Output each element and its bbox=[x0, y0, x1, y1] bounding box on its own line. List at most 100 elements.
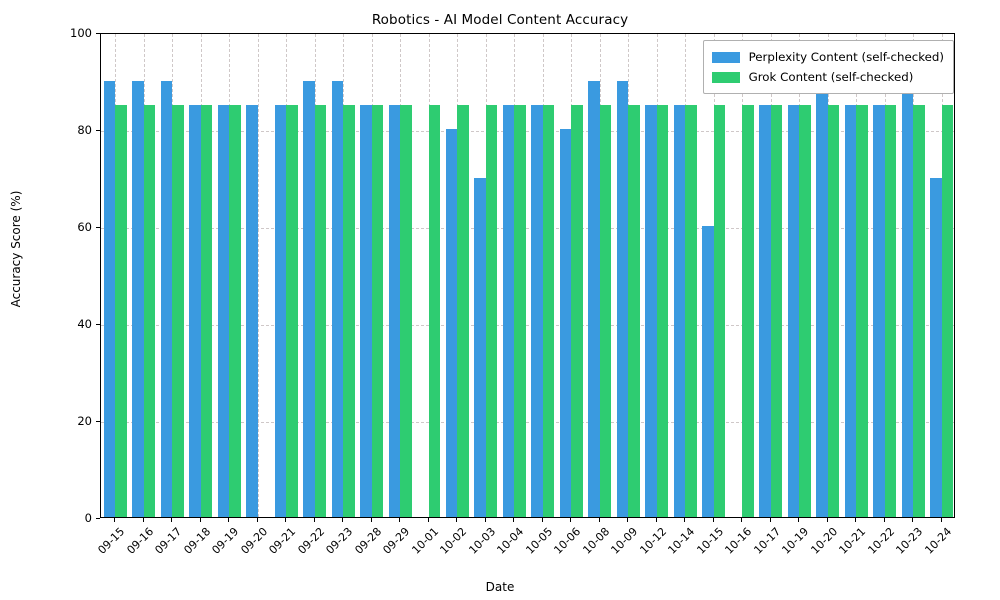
gridline-vertical bbox=[257, 34, 259, 517]
x-tick-mark bbox=[940, 518, 942, 522]
bar bbox=[531, 104, 543, 517]
y-tick-label: 60 bbox=[77, 220, 92, 234]
x-tick-mark bbox=[826, 518, 828, 522]
y-tick-mark bbox=[96, 518, 100, 519]
bar bbox=[172, 104, 184, 517]
bar bbox=[787, 104, 800, 517]
y-tick-mark bbox=[96, 130, 100, 131]
bar bbox=[799, 104, 811, 517]
bar bbox=[360, 104, 372, 517]
plot-area bbox=[100, 33, 955, 518]
bar bbox=[713, 104, 726, 517]
bar bbox=[286, 104, 298, 517]
x-tick-mark bbox=[342, 518, 344, 522]
bar bbox=[428, 104, 441, 517]
bar bbox=[115, 104, 127, 517]
x-tick-mark bbox=[313, 518, 315, 522]
bar bbox=[343, 104, 355, 517]
x-tick-mark bbox=[798, 518, 800, 522]
x-tick-mark bbox=[741, 518, 743, 522]
x-tick-mark bbox=[171, 518, 173, 522]
bar bbox=[844, 104, 857, 517]
legend-item[interactable]: Perplexity Content (self-checked) bbox=[711, 47, 944, 67]
y-axis-label: Accuracy Score (%) bbox=[9, 190, 23, 308]
y-tick-mark bbox=[96, 227, 100, 228]
bar bbox=[873, 104, 885, 517]
x-tick-mark bbox=[199, 518, 201, 522]
x-tick-mark bbox=[655, 518, 657, 522]
chart-legend[interactable]: Perplexity Content (self-checked) Grok Co… bbox=[702, 40, 954, 94]
legend-label: Grok Content (self-checked) bbox=[748, 70, 914, 84]
bar bbox=[645, 104, 657, 517]
bar bbox=[759, 104, 771, 517]
gridline-horizontal bbox=[101, 131, 954, 132]
bar bbox=[884, 104, 897, 517]
bar bbox=[930, 177, 942, 517]
legend-item[interactable]: Grok Content (self-checked) bbox=[711, 67, 944, 87]
bar bbox=[514, 104, 526, 517]
bar bbox=[901, 80, 914, 517]
legend-swatch-icon bbox=[711, 71, 740, 83]
y-tick-label: 100 bbox=[70, 26, 92, 40]
chart-title: Robotics - AI Model Content Accuracy bbox=[371, 12, 629, 28]
bar bbox=[559, 129, 572, 517]
bar bbox=[274, 104, 287, 517]
bar bbox=[656, 104, 669, 517]
bar bbox=[400, 104, 412, 517]
x-tick-mark bbox=[627, 518, 629, 522]
bar bbox=[599, 104, 612, 517]
x-tick-mark bbox=[456, 518, 458, 522]
gridline-horizontal bbox=[101, 325, 954, 326]
x-tick-mark bbox=[712, 518, 714, 522]
x-tick-mark bbox=[484, 518, 486, 522]
x-tick-mark bbox=[513, 518, 515, 522]
bars-layer bbox=[101, 34, 954, 517]
bar bbox=[217, 104, 230, 517]
y-tick-mark bbox=[96, 33, 100, 34]
bar bbox=[445, 129, 458, 517]
bar bbox=[685, 104, 697, 517]
bar bbox=[913, 104, 925, 517]
x-tick-mark bbox=[399, 518, 401, 522]
bar bbox=[770, 104, 783, 517]
bar bbox=[827, 104, 840, 517]
x-tick-mark bbox=[256, 518, 258, 522]
bar bbox=[132, 80, 144, 517]
x-tick-mark bbox=[684, 518, 686, 522]
bar bbox=[331, 80, 344, 517]
bar bbox=[588, 80, 600, 517]
x-tick-mark bbox=[912, 518, 914, 522]
x-tick-mark bbox=[598, 518, 600, 522]
legend-label: Perplexity Content (self-checked) bbox=[748, 50, 944, 64]
bar bbox=[200, 104, 213, 517]
bar bbox=[742, 104, 754, 517]
bar bbox=[103, 80, 116, 517]
bar bbox=[246, 104, 258, 517]
bar bbox=[673, 104, 686, 517]
bar bbox=[616, 80, 629, 517]
bar bbox=[816, 80, 828, 517]
x-tick-mark bbox=[855, 518, 857, 522]
bar bbox=[856, 104, 868, 517]
bar bbox=[485, 104, 498, 517]
gridline-horizontal bbox=[101, 422, 954, 423]
bar bbox=[388, 104, 401, 517]
bar bbox=[542, 104, 555, 517]
bar bbox=[474, 177, 486, 517]
bar bbox=[628, 104, 640, 517]
bar bbox=[143, 104, 156, 517]
x-tick-mark bbox=[114, 518, 116, 522]
x-tick-mark bbox=[142, 518, 144, 522]
x-axis-label: Date bbox=[485, 580, 515, 594]
bar bbox=[303, 80, 315, 517]
x-tick-mark bbox=[883, 518, 885, 522]
y-gridlines bbox=[101, 34, 954, 517]
y-tick-label: 40 bbox=[77, 317, 92, 331]
x-tick-mark bbox=[769, 518, 771, 522]
y-tick-mark bbox=[96, 324, 100, 325]
y-tick-label: 0 bbox=[84, 511, 92, 525]
x-tick-mark bbox=[370, 518, 372, 522]
bar bbox=[229, 104, 241, 517]
legend-swatch-icon bbox=[711, 51, 740, 63]
